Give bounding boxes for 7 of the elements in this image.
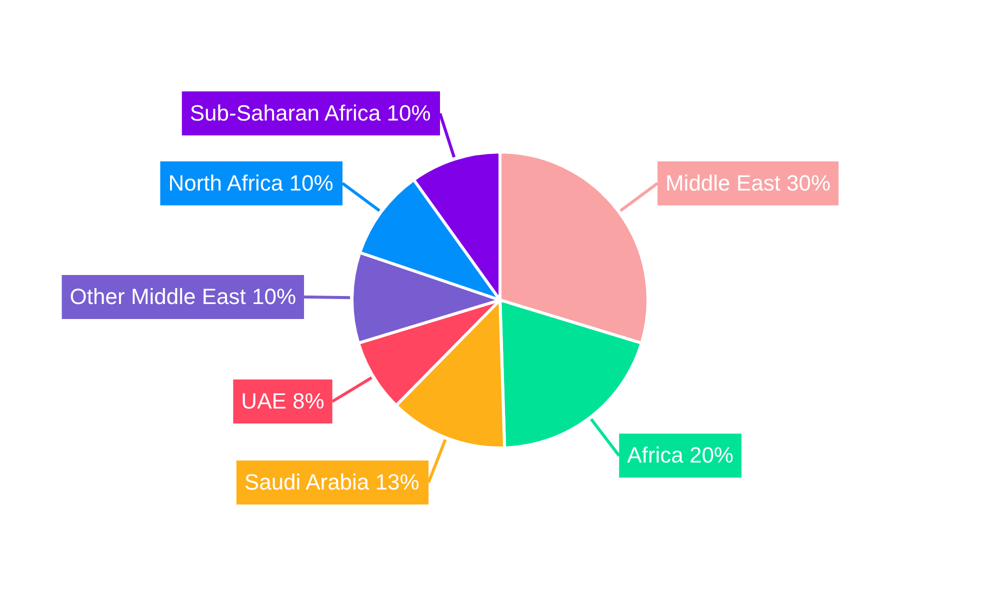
slice-label: Africa 20% <box>627 442 734 468</box>
slice-label: Saudi Arabia 13% <box>244 470 420 495</box>
slice-label: Middle East 30% <box>665 170 831 196</box>
slice-label: UAE 8% <box>241 388 324 414</box>
slice-label: Other Middle East 10% <box>70 284 296 309</box>
slice-label: North Africa 10% <box>168 170 334 196</box>
slice-label: Sub-Saharan Africa 10% <box>190 100 431 126</box>
